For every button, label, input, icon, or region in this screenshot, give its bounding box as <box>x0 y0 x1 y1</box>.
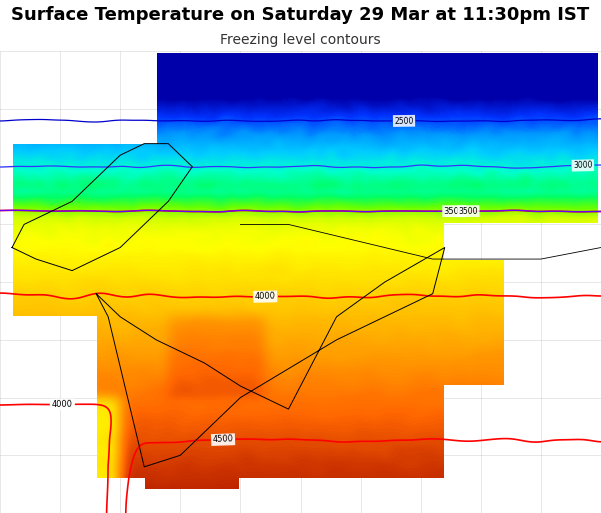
Text: 3500: 3500 <box>459 207 478 215</box>
Text: Freezing level contours: Freezing level contours <box>220 33 381 47</box>
Text: Surface Temperature on Saturday 29 Mar at 11:30pm IST: Surface Temperature on Saturday 29 Mar a… <box>11 6 590 25</box>
Text: 4000: 4000 <box>52 400 73 409</box>
Text: 3000: 3000 <box>573 161 593 170</box>
Text: 4000: 4000 <box>255 292 276 301</box>
Text: 3500: 3500 <box>444 207 465 215</box>
Text: 2500: 2500 <box>394 116 413 126</box>
Text: 4500: 4500 <box>213 435 234 444</box>
